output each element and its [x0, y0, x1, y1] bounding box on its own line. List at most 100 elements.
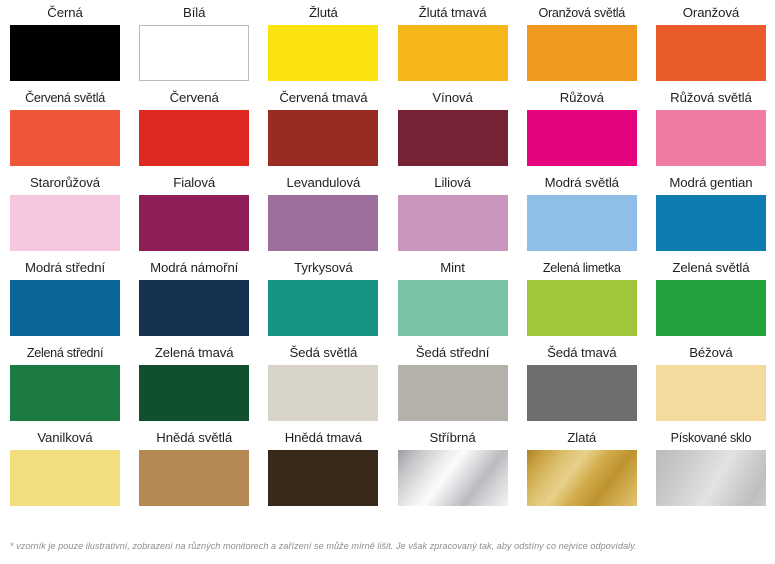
swatch-cell[interactable]: Fialová: [139, 174, 268, 259]
swatch-chip[interactable]: [397, 110, 508, 166]
swatch-cell[interactable]: Vanilková: [10, 429, 139, 514]
swatch-chip[interactable]: [526, 280, 637, 336]
swatch-chip[interactable]: [397, 195, 508, 251]
swatch-chip[interactable]: [139, 195, 250, 251]
swatch-cell[interactable]: Béžová: [655, 344, 775, 429]
footer-disclaimer: * vzorník je pouze ilustrativní, zobraze…: [10, 541, 637, 551]
swatch-label: Hnědá tmavá: [284, 430, 363, 445]
swatch-cell[interactable]: Růžová: [526, 89, 656, 174]
swatch-cell[interactable]: Zlatá: [526, 429, 656, 514]
swatch-cell[interactable]: Červená světlá: [10, 89, 139, 174]
swatch-cell[interactable]: Šedá tmavá: [526, 344, 656, 429]
swatch-cell[interactable]: Mint: [397, 259, 527, 344]
swatch-cell[interactable]: Levandulová: [268, 174, 397, 259]
swatch-chip[interactable]: [526, 25, 637, 81]
swatch-label: Modrá námořní: [150, 260, 239, 275]
swatch-chip[interactable]: [268, 365, 379, 421]
swatch-chip[interactable]: [139, 110, 250, 166]
swatch-cell[interactable]: Starorůžová: [10, 174, 139, 259]
swatch-cell[interactable]: Zelená světlá: [655, 259, 775, 344]
swatch-cell[interactable]: Zelená limetka: [526, 259, 656, 344]
swatch-chip[interactable]: [655, 25, 766, 81]
swatch-cell[interactable]: Modrá námořní: [139, 259, 268, 344]
swatch-chip[interactable]: [268, 450, 379, 506]
swatch-chip[interactable]: [526, 450, 637, 506]
swatch-chip[interactable]: [10, 195, 120, 251]
swatch-cell[interactable]: Oranžová světlá: [526, 4, 656, 89]
swatch-cell[interactable]: Bílá: [139, 4, 268, 89]
swatch-chip[interactable]: [397, 25, 508, 81]
swatch-cell[interactable]: Růžová světlá: [655, 89, 775, 174]
swatch-cell[interactable]: Žlutá: [268, 4, 397, 89]
swatch-chip[interactable]: [397, 365, 508, 421]
swatch-label: Fialová: [173, 175, 216, 190]
swatch-cell[interactable]: Zelená tmavá: [139, 344, 268, 429]
swatch-label: Bílá: [183, 5, 206, 20]
swatch-cell[interactable]: Šedá střední: [397, 344, 527, 429]
swatch-cell[interactable]: Modrá gentian: [655, 174, 775, 259]
swatch-cell[interactable]: Hnědá tmavá: [268, 429, 397, 514]
swatch-chip[interactable]: [526, 110, 637, 166]
swatch-label: Červená: [169, 90, 219, 105]
swatch-chip[interactable]: [10, 25, 120, 81]
swatch-cell[interactable]: Stříbrná: [397, 429, 527, 514]
swatch-label: Černá: [47, 5, 83, 20]
swatch-cell[interactable]: Zelená střední: [10, 344, 139, 429]
swatch-chip[interactable]: [526, 195, 637, 251]
swatch-label: Vínová: [432, 90, 473, 105]
swatch-label: Šedá střední: [415, 345, 490, 360]
swatch-chip[interactable]: [397, 450, 508, 506]
swatch-label: Růžová světlá: [670, 90, 752, 105]
swatch-cell[interactable]: Pískované sklo: [655, 429, 775, 514]
swatch-chip[interactable]: [655, 280, 766, 336]
swatch-label: Béžová: [689, 345, 733, 360]
swatch-chip[interactable]: [139, 365, 250, 421]
swatch-chip[interactable]: [268, 195, 379, 251]
swatch-label: Šedá světlá: [289, 345, 358, 360]
swatch-chip[interactable]: [10, 450, 120, 506]
swatch-label: Oranžová: [682, 5, 740, 20]
swatch-cell[interactable]: Hnědá světlá: [139, 429, 268, 514]
swatch-label: Červená tmavá: [279, 90, 368, 105]
swatch-chip[interactable]: [526, 365, 637, 421]
swatch-cell[interactable]: Červená: [139, 89, 268, 174]
swatch-chip[interactable]: [10, 110, 120, 166]
swatch-label: Šedá tmavá: [547, 345, 617, 360]
swatch-chip[interactable]: [655, 195, 766, 251]
swatch-label: Vanilková: [37, 430, 93, 445]
swatch-chip[interactable]: [268, 110, 379, 166]
swatch-cell[interactable]: Černá: [10, 4, 139, 89]
swatch-label: Pískované sklo: [670, 431, 752, 445]
swatch-chip[interactable]: [268, 25, 379, 81]
swatch-grid: Černá Bílá Žlutá Žlutá tmavá Oranžová světlá…: [10, 4, 775, 514]
swatch-chip[interactable]: [655, 365, 766, 421]
swatch-cell[interactable]: Šedá světlá: [268, 344, 397, 429]
swatch-chip[interactable]: [655, 450, 766, 506]
swatch-cell[interactable]: Žlutá tmavá: [397, 4, 527, 89]
swatch-chip[interactable]: [268, 280, 379, 336]
swatch-label: Stříbrná: [429, 430, 476, 445]
swatch-label: Růžová: [559, 90, 604, 105]
swatch-label: Oranžová světlá: [538, 6, 626, 20]
swatch-cell[interactable]: Tyrkysová: [268, 259, 397, 344]
swatch-cell[interactable]: Oranžová: [655, 4, 775, 89]
swatch-chip[interactable]: [10, 280, 120, 336]
swatch-chip[interactable]: [397, 280, 508, 336]
swatch-label: Modrá střední: [24, 260, 106, 275]
swatch-cell[interactable]: Červená tmavá: [268, 89, 397, 174]
swatch-chip[interactable]: [139, 450, 250, 506]
swatch-cell[interactable]: Vínová: [397, 89, 527, 174]
swatch-chip[interactable]: [10, 365, 120, 421]
swatch-cell[interactable]: Modrá střední: [10, 259, 139, 344]
swatch-cell[interactable]: Modrá světlá: [526, 174, 656, 259]
swatch-chip[interactable]: [655, 110, 766, 166]
swatch-chip[interactable]: [139, 280, 250, 336]
swatch-label: Zelená limetka: [542, 261, 621, 275]
swatch-label: Zlatá: [567, 430, 597, 445]
swatch-label: Liliová: [434, 175, 471, 190]
swatch-cell[interactable]: Liliová: [397, 174, 527, 259]
swatch-label: Levandulová: [286, 175, 361, 190]
swatch-chip[interactable]: [139, 25, 250, 81]
swatch-label: Zelená světlá: [672, 260, 750, 275]
swatch-label: Žlutá: [308, 5, 338, 20]
